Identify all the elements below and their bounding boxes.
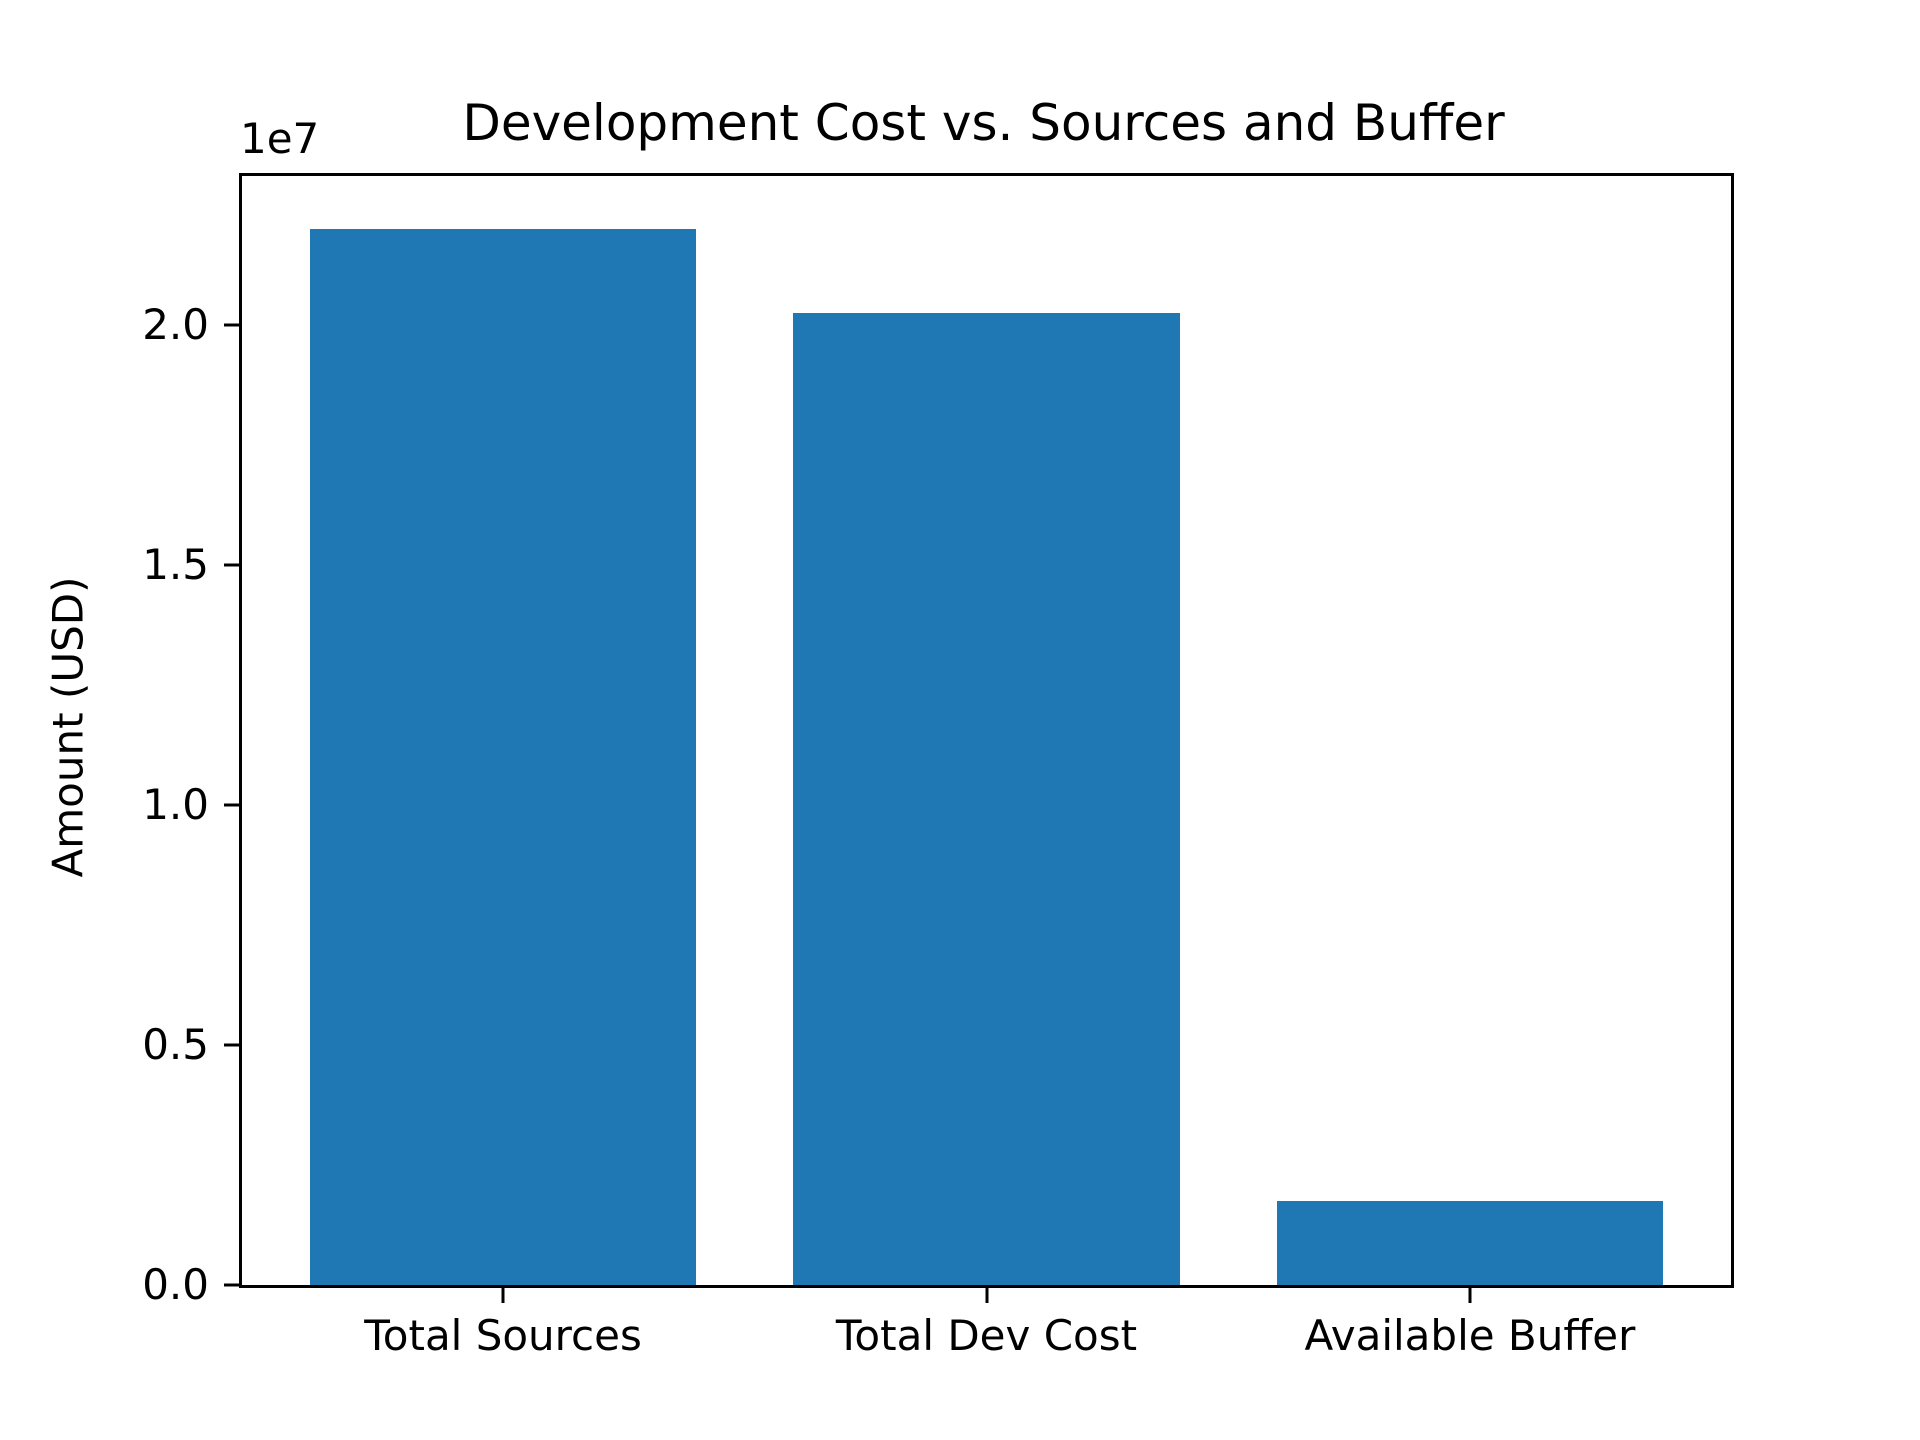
x-tick-label: Available Buffer [1304,1311,1636,1360]
y-tick-mark [224,803,239,807]
x-tick-label: Total Sources [364,1311,642,1360]
plot-area: Total Sources Total Dev Cost Available Buf… [142,173,1734,1357]
y-tick-mark [224,563,239,567]
x-tick-mark [501,1288,505,1303]
y-tick-mark [224,323,239,327]
x-tick-label: Total Dev Cost [835,1311,1138,1360]
y-tick-label: 0.5 [142,1019,209,1069]
bar-available-buffer [1276,1201,1664,1285]
y-axis-label: Amount (USD) [43,576,93,878]
y-tick-label: 0.0 [142,1260,209,1309]
y-tick-label: 1.5 [142,539,209,589]
y-tick-label: 2.0 [142,299,209,349]
chart-title: Development Cost vs. Sources and Buffer [462,94,1505,152]
x-tick-mark [985,1288,988,1303]
y-tick-mark [224,1283,239,1287]
y-tick-mark [224,1043,239,1047]
y-axis-offset-text: 1e7 [240,114,320,163]
y-tick-label: 1.0 [142,779,209,829]
bar-total-dev-cost [793,312,1180,1285]
bar-total-sources [309,228,697,1285]
x-tick-mark [1468,1288,1472,1303]
